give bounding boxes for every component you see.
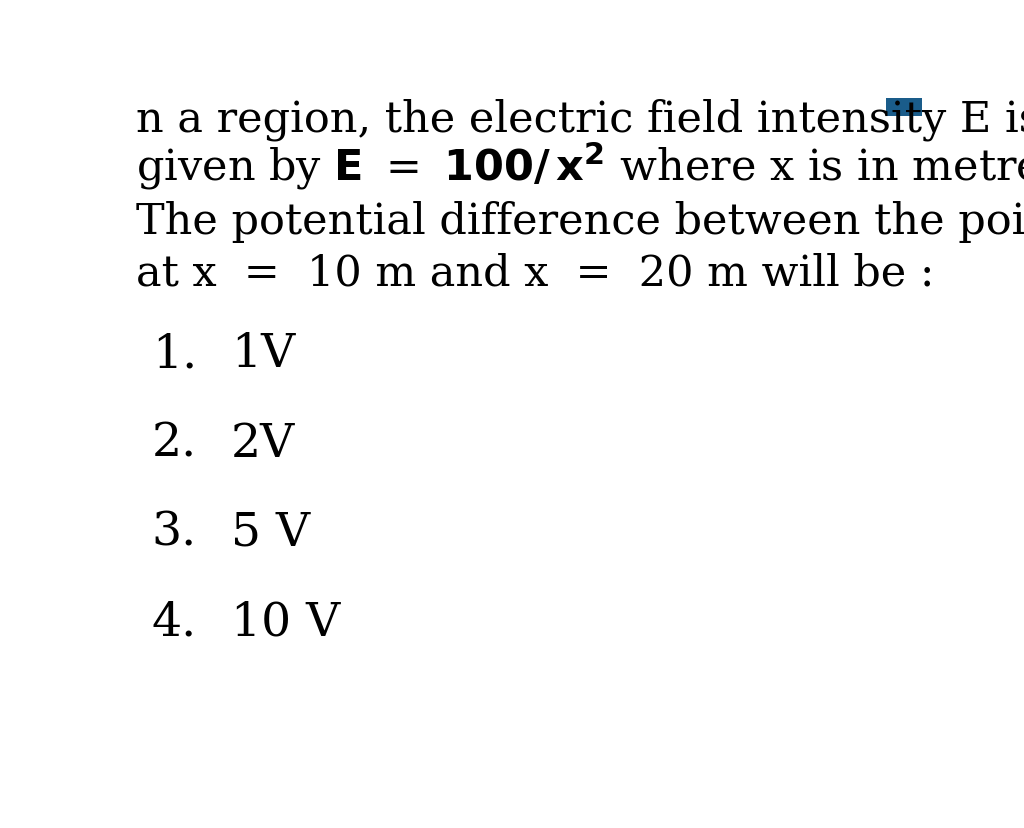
Text: 2V: 2V: [231, 421, 295, 466]
Text: 1.: 1.: [152, 331, 197, 377]
Text: at x  =  10 m and x  =  20 m will be :: at x = 10 m and x = 20 m will be :: [136, 252, 934, 294]
Text: 5 V: 5 V: [231, 510, 310, 556]
Text: The potential difference between the points: The potential difference between the poi…: [136, 201, 1024, 243]
Text: 2.: 2.: [152, 421, 197, 466]
Text: given by $\bf{E}$ $=$ $\bf{100/\,x^{2}}$ where x is in metre.: given by $\bf{E}$ $=$ $\bf{100/\,x^{2}}$…: [136, 141, 1024, 192]
Text: 10 V: 10 V: [231, 599, 340, 644]
Bar: [886, 99, 922, 118]
Text: n a region, the electric field intensity E is: n a region, the electric field intensity…: [136, 99, 1024, 141]
Text: 3.: 3.: [152, 510, 197, 556]
Text: 1V: 1V: [231, 331, 295, 377]
Text: 4.: 4.: [152, 599, 197, 644]
